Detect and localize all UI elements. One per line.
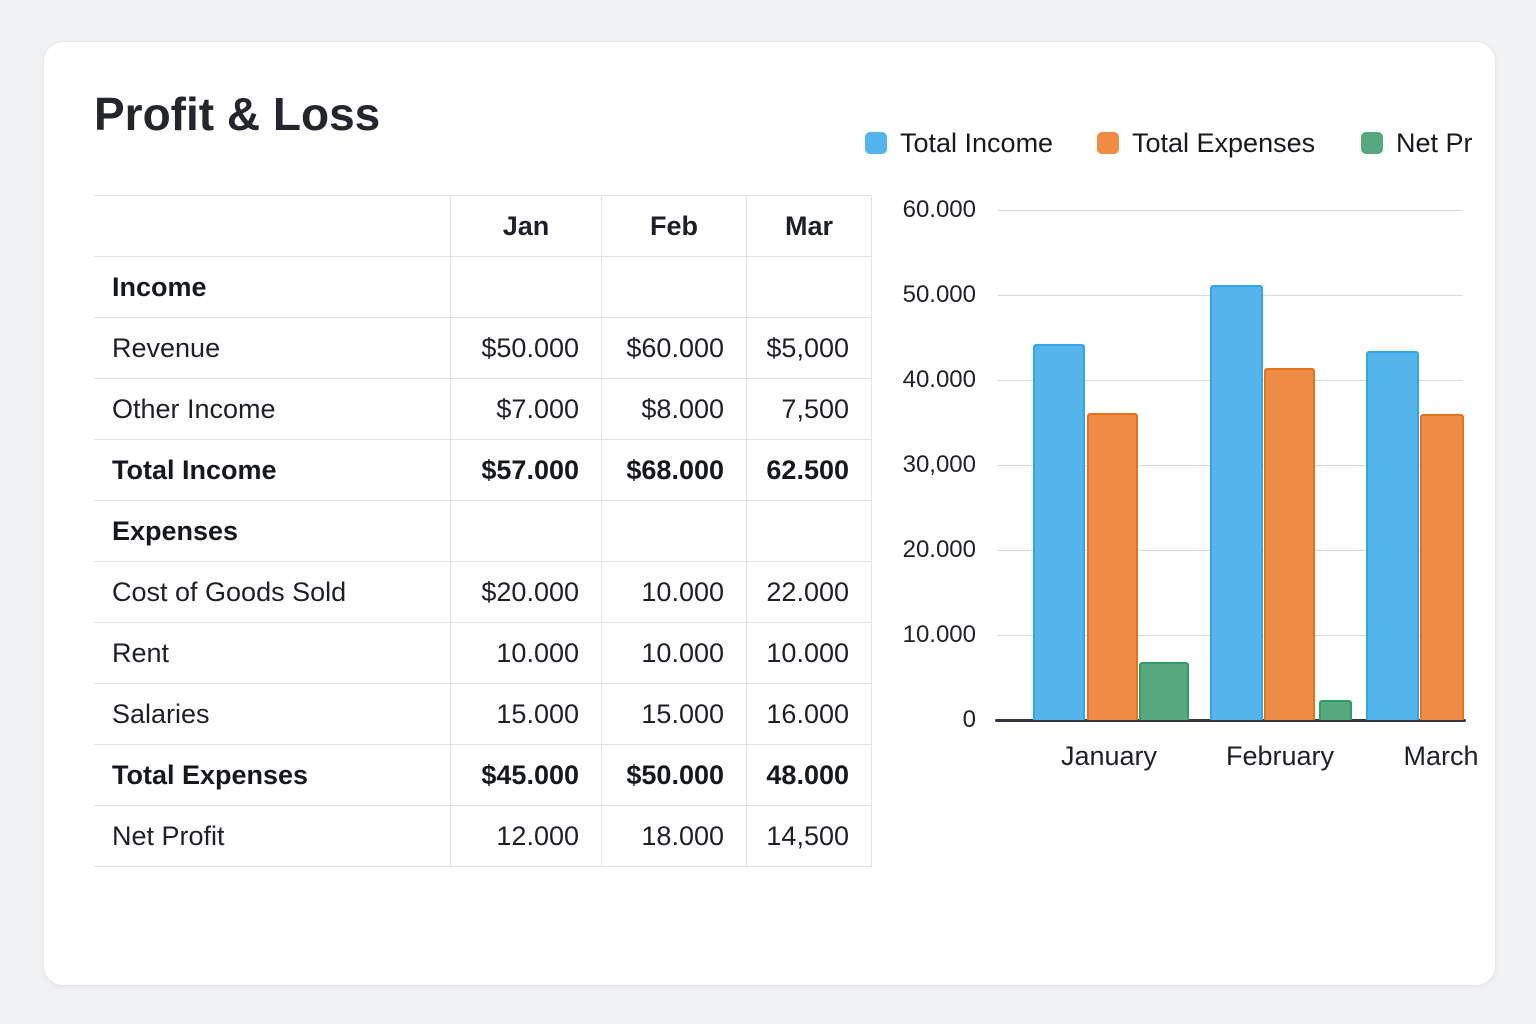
legend-label: Net Pr	[1396, 127, 1473, 158]
row-label-income: Income	[94, 257, 450, 318]
legend-item-net-pr: Net Pr	[1361, 127, 1473, 158]
bar-net-pr-january	[1139, 662, 1189, 720]
cell-value: 62.500	[746, 440, 872, 501]
bar-total-income-february	[1210, 285, 1263, 720]
cell-value: $45.000	[450, 745, 601, 806]
column-header-mar: Mar	[746, 196, 872, 257]
legend-swatch-icon	[865, 132, 887, 154]
cell-value	[746, 501, 872, 562]
pnl-table: Jan Feb Mar Income Revenue $50.000 $60.000 $5,0…	[94, 195, 872, 867]
cell-value: $68.000	[601, 440, 746, 501]
cell-value: $5,000	[746, 318, 872, 379]
row-label-cost-of-goods-sold: Cost of Goods Sold	[94, 562, 450, 623]
y-axis-tick: 40.000	[902, 366, 976, 393]
row-label-rent: Rent	[94, 623, 450, 684]
profit-loss-card: Profit & Loss Total Income Total Expenses…	[43, 41, 1496, 986]
y-axis-tick: 10.000	[902, 621, 976, 648]
cell-value	[450, 257, 601, 318]
cell-value: 48.000	[746, 745, 872, 806]
cell-value: 16.000	[746, 684, 872, 745]
cell-value: 10.000	[450, 623, 601, 684]
cell-value: $50.000	[450, 318, 601, 379]
row-label-net-profit: Net Profit	[94, 806, 450, 867]
bar-net-pr-february	[1319, 700, 1352, 720]
cell-value: $50.000	[601, 745, 746, 806]
cell-value: 18.000	[601, 806, 746, 867]
row-label-total-income: Total Income	[94, 440, 450, 501]
column-header-jan: Jan	[450, 196, 601, 257]
x-axis-line	[995, 719, 1466, 722]
cell-value: 22.000	[746, 562, 872, 623]
cell-value: $8.000	[601, 379, 746, 440]
cell-value	[601, 501, 746, 562]
legend-item-total-income: Total Income	[865, 127, 1054, 158]
x-axis-label-march: March	[1403, 741, 1479, 771]
cell-value	[601, 257, 746, 318]
legend-label: Total Expenses	[1132, 127, 1316, 158]
y-axis-tick: 60.000	[902, 196, 976, 223]
legend-swatch-icon	[1097, 132, 1119, 154]
legend-item-total-expenses: Total Expenses	[1097, 127, 1316, 158]
cell-value: $20.000	[450, 562, 601, 623]
cell-value: 14,500	[746, 806, 872, 867]
bar-total-expenses-february	[1264, 368, 1315, 720]
bar-total-income-january	[1033, 344, 1085, 720]
legend-label: Total Income	[900, 127, 1054, 158]
row-label-other-income: Other Income	[94, 379, 450, 440]
cell-value: $57.000	[450, 440, 601, 501]
cell-value: 10.000	[601, 562, 746, 623]
column-header-empty	[94, 196, 450, 257]
row-label-salaries: Salaries	[94, 684, 450, 745]
cell-value: 15.000	[450, 684, 601, 745]
cell-value: 10.000	[746, 623, 872, 684]
cell-value	[746, 257, 872, 318]
row-label-revenue: Revenue	[94, 318, 450, 379]
y-axis-tick: 0	[962, 706, 976, 733]
cell-value	[450, 501, 601, 562]
row-label-expenses: Expenses	[94, 501, 450, 562]
x-axis-label-february: February	[1225, 741, 1335, 771]
cell-value: 15.000	[601, 684, 746, 745]
bar-total-expenses-january	[1087, 413, 1138, 720]
cell-value: 7,500	[746, 379, 872, 440]
bar-total-expenses-march	[1420, 414, 1464, 720]
cell-value: 10.000	[601, 623, 746, 684]
column-header-feb: Feb	[601, 196, 746, 257]
cell-value: $7.000	[450, 379, 601, 440]
cell-value: 12.000	[450, 806, 601, 867]
cell-value: $60.000	[601, 318, 746, 379]
x-axis-label-january: January	[1060, 741, 1158, 771]
y-axis-tick: 50.000	[902, 281, 976, 308]
gridline	[998, 210, 1463, 211]
y-axis-tick: 20.000	[902, 536, 976, 563]
y-axis-tick: 30,000	[902, 451, 976, 478]
legend-swatch-icon	[1361, 132, 1383, 154]
row-label-total-expenses: Total Expenses	[94, 745, 450, 806]
bar-total-income-march	[1366, 351, 1419, 720]
page-title: Profit & Loss	[94, 88, 381, 140]
